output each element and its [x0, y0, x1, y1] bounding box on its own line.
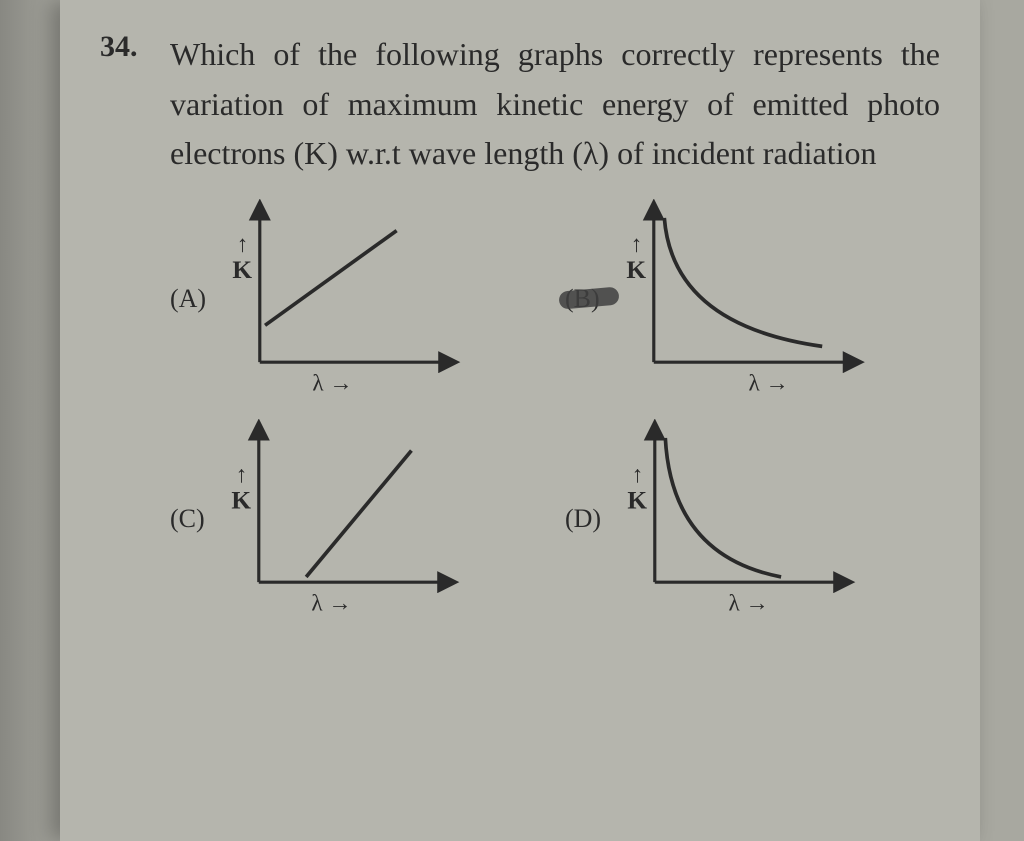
- graph-a: ↑ K λ →: [214, 199, 474, 399]
- question-number: 34.: [100, 30, 150, 179]
- option-a: (A) ↑ K λ →: [170, 199, 525, 399]
- x-label-b: λ →: [748, 370, 788, 396]
- y-arrow-c: ↑: [235, 462, 247, 488]
- y-arrow: ↑: [237, 231, 249, 257]
- option-a-label: (A): [170, 284, 206, 314]
- option-d: (D) ↑ K λ →: [565, 419, 920, 619]
- question-text: Which of the following graphs correctly …: [170, 30, 940, 179]
- curve-b: [664, 218, 822, 346]
- option-c-label: (C): [170, 504, 205, 534]
- y-label-d: K: [628, 486, 648, 514]
- y-arrow-d: ↑: [632, 462, 644, 488]
- curve-c: [306, 450, 411, 576]
- option-b: (B) ↑ K λ →: [565, 199, 920, 399]
- page: 34. Which of the following graphs correc…: [60, 0, 980, 841]
- graph-d: ↑ K λ →: [609, 419, 869, 619]
- option-d-label: (D): [565, 504, 601, 534]
- y-label-b: K: [626, 256, 646, 284]
- y-label-c: K: [231, 486, 251, 514]
- graph-c: ↑ K λ →: [213, 419, 473, 619]
- curve-d: [665, 438, 781, 577]
- option-b-label: (B): [565, 284, 600, 314]
- x-label-a: λ →: [313, 370, 353, 396]
- option-c: (C) ↑ K λ →: [170, 419, 525, 619]
- x-label-d: λ →: [729, 590, 769, 616]
- x-label-c: λ →: [311, 590, 351, 616]
- y-label-a: K: [233, 256, 253, 284]
- y-arrow-b: ↑: [630, 231, 642, 257]
- graph-b: ↑ K λ →: [608, 199, 868, 399]
- question-row: 34. Which of the following graphs correc…: [100, 30, 940, 179]
- options-grid: (A) ↑ K λ → (B): [100, 199, 940, 619]
- curve-a: [265, 230, 397, 325]
